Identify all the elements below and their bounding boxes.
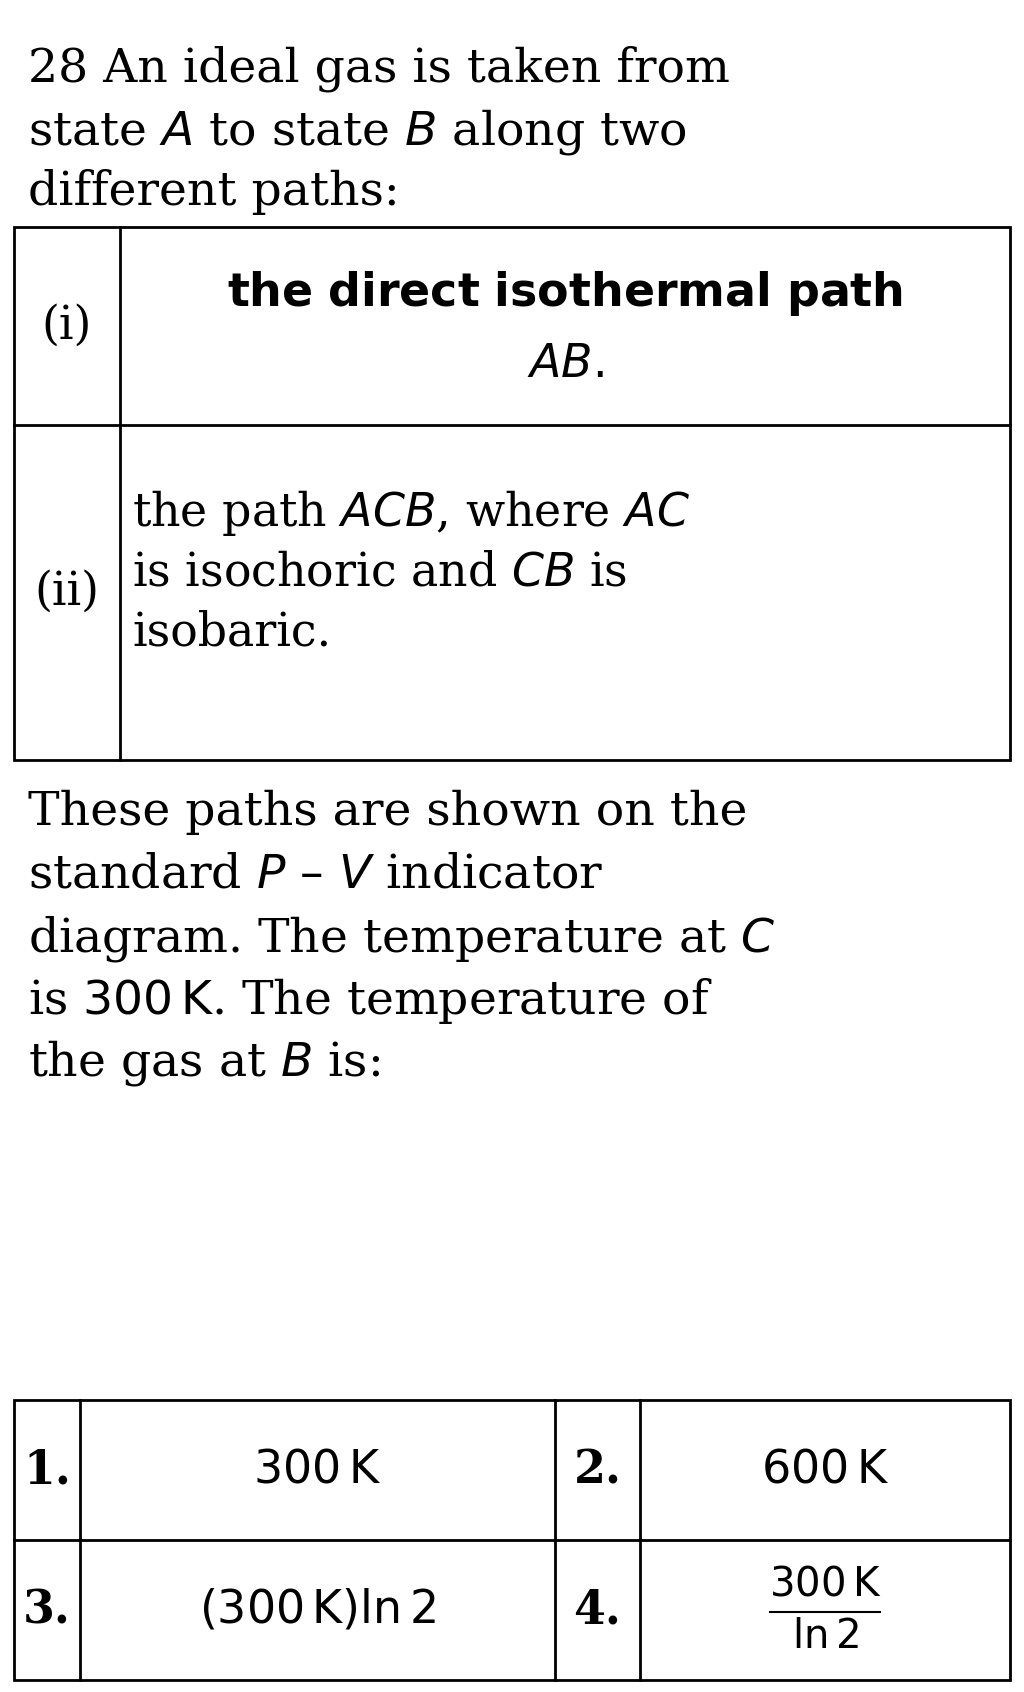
Text: 1.: 1. <box>24 1447 71 1492</box>
Text: (ii): (ii) <box>35 570 99 616</box>
Text: isobaric.: isobaric. <box>132 609 331 655</box>
Text: $\mathit{AB}.$: $\mathit{AB}.$ <box>526 342 603 387</box>
Text: 3.: 3. <box>24 1587 71 1633</box>
Text: is isochoric and $\mathit{CB}$ is: is isochoric and $\mathit{CB}$ is <box>132 550 628 596</box>
Text: different paths:: different paths: <box>28 169 399 215</box>
Text: 2.: 2. <box>573 1447 622 1492</box>
Text: (i): (i) <box>42 303 92 349</box>
Text: $600\,\mathrm{K}$: $600\,\mathrm{K}$ <box>761 1447 889 1492</box>
Text: $300\,\mathrm{K}$: $300\,\mathrm{K}$ <box>769 1567 882 1604</box>
Text: $(300\,\mathrm{K})\ln 2$: $(300\,\mathrm{K})\ln 2$ <box>199 1587 436 1633</box>
Text: the gas at $\mathit{B}$ is:: the gas at $\mathit{B}$ is: <box>28 1037 380 1088</box>
Text: diagram. The temperature at $\mathit{C}$: diagram. The temperature at $\mathit{C}$ <box>28 914 775 964</box>
Text: standard $\mathit{P}$ – $\mathit{V}$ indicator: standard $\mathit{P}$ – $\mathit{V}$ ind… <box>28 853 603 897</box>
Bar <box>14 1399 1010 1680</box>
Text: $\mathbf{the\ direct\ isothermal\ path}$: $\mathbf{the\ direct\ isothermal\ path}$ <box>227 269 903 318</box>
Text: $300\,\mathrm{K}$: $300\,\mathrm{K}$ <box>254 1447 382 1492</box>
Text: is $300\,\mathrm{K}$. The temperature of: is $300\,\mathrm{K}$. The temperature of <box>28 976 713 1025</box>
Text: 28 An ideal gas is taken from: 28 An ideal gas is taken from <box>28 46 730 91</box>
Text: 4.: 4. <box>573 1587 622 1633</box>
Text: $\ln 2$: $\ln 2$ <box>792 1619 858 1656</box>
Text: state $\mathit{A}$ to state $\mathit{B}$ along two: state $\mathit{A}$ to state $\mathit{B}$… <box>28 107 687 157</box>
Text: the path $\mathit{ACB}$, where $\mathit{AC}$: the path $\mathit{ACB}$, where $\mathit{… <box>132 487 690 538</box>
Text: These paths are shown on the: These paths are shown on the <box>28 790 748 836</box>
Bar <box>14 227 1010 760</box>
